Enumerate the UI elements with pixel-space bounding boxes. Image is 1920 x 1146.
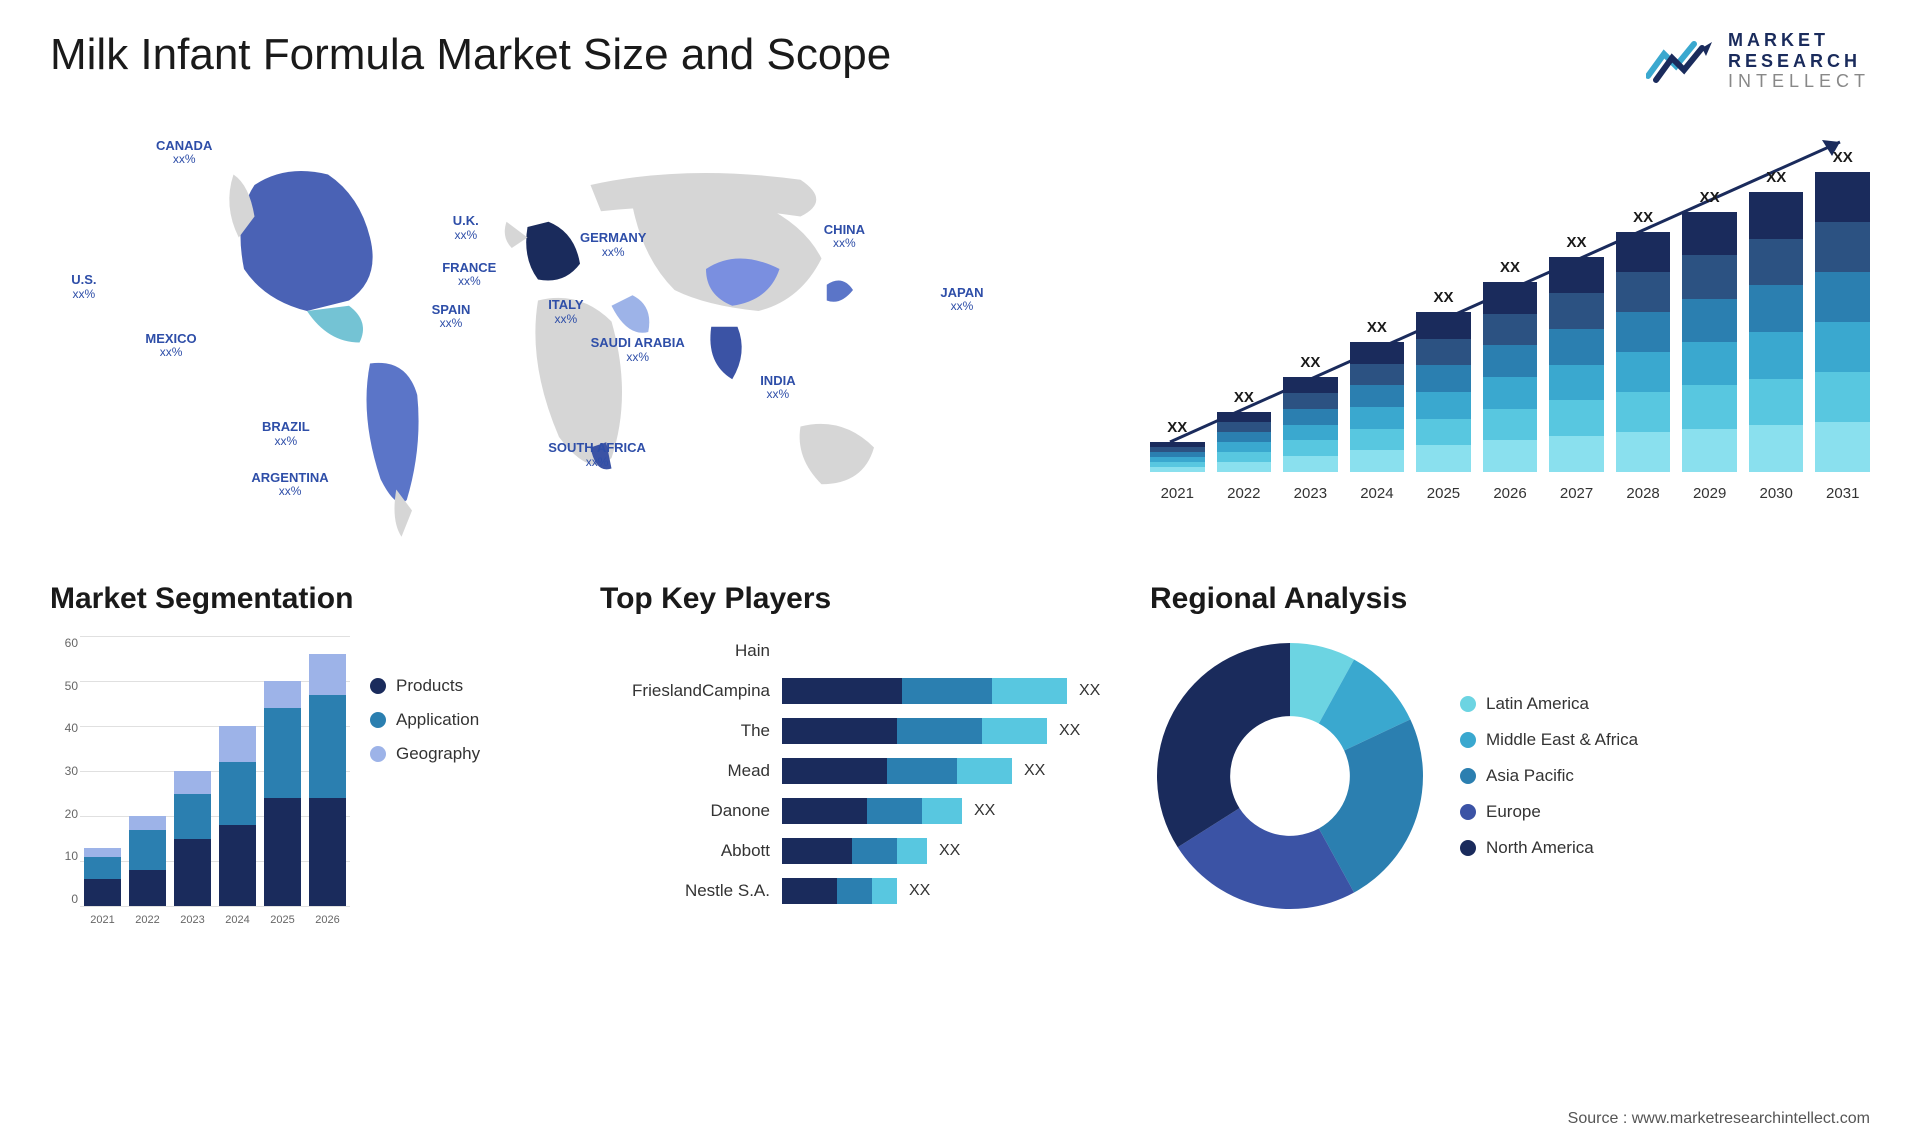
seg-year-label: 2026 — [309, 914, 346, 926]
logo-text-2: RESEARCH — [1728, 51, 1870, 72]
brand-logo: MARKET RESEARCH INTELLECT — [1646, 30, 1870, 92]
seg-year-label: 2022 — [129, 914, 166, 926]
donut-slice — [1157, 643, 1290, 847]
growth-bar: XX — [1749, 169, 1804, 472]
map-label: GERMANYxx% — [580, 231, 646, 258]
logo-text-3: INTELLECT — [1728, 71, 1870, 92]
player-row: Nestle S.A.XX — [600, 876, 1120, 906]
map-label: FRANCExx% — [442, 261, 496, 288]
world-map-icon — [50, 122, 1110, 542]
growth-year-label: 2027 — [1549, 485, 1604, 502]
growth-bar: XX — [1217, 389, 1272, 472]
player-row: Hain — [600, 636, 1120, 666]
players-chart: Hain FrieslandCampinaXX TheXX MeadXX DanoneX… — [600, 636, 1120, 906]
top-row: CANADAxx% U.S.xx% MEXICOxx% BRAZILxx% ARGENT… — [50, 122, 1870, 542]
map-label: INDIAxx% — [760, 374, 795, 401]
segmentation-chart: 0102030405060 202120222023202420252026 — [50, 636, 350, 926]
growth-year-label: 2029 — [1682, 485, 1737, 502]
map-label: U.S.xx% — [71, 273, 96, 300]
growth-year-label: 2023 — [1283, 485, 1338, 502]
players-panel: Top Key Players Hain FrieslandCampinaXX Th… — [600, 582, 1120, 962]
segmentation-bar — [309, 654, 346, 906]
logo-icon — [1646, 36, 1716, 86]
player-row: FrieslandCampinaXX — [600, 676, 1120, 706]
page-title: Milk Infant Formula Market Size and Scop… — [50, 30, 891, 80]
map-label: CHINAxx% — [824, 223, 865, 250]
map-label: SOUTH AFRICAxx% — [548, 441, 646, 468]
legend-item: Europe — [1460, 802, 1638, 822]
growth-year-label: 2024 — [1350, 485, 1405, 502]
regional-donut-chart — [1150, 636, 1430, 916]
map-label: MEXICOxx% — [145, 332, 196, 359]
map-label: SPAINxx% — [432, 303, 471, 330]
growth-chart-panel: XXXXXXXXXXXXXXXXXXXXXX 20212022202320242… — [1150, 122, 1870, 542]
bottom-row: Market Segmentation 0102030405060 202120… — [50, 582, 1870, 962]
logo-text-1: MARKET — [1728, 30, 1870, 51]
segmentation-bar — [129, 816, 166, 906]
header: Milk Infant Formula Market Size and Scop… — [50, 30, 1870, 92]
growth-bar: XX — [1350, 319, 1405, 472]
player-row: DanoneXX — [600, 796, 1120, 826]
legend-item: Products — [370, 676, 480, 696]
legend-item: Asia Pacific — [1460, 766, 1638, 786]
map-label: JAPANxx% — [940, 286, 983, 313]
player-row: TheXX — [600, 716, 1120, 746]
growth-bar: XX — [1616, 209, 1671, 472]
player-row: AbbottXX — [600, 836, 1120, 866]
legend-item: Geography — [370, 744, 480, 764]
legend-item: Application — [370, 710, 480, 730]
seg-year-label: 2021 — [84, 914, 121, 926]
regional-title: Regional Analysis — [1150, 582, 1870, 616]
legend-item: Middle East & Africa — [1460, 730, 1638, 750]
map-label: ARGENTINAxx% — [251, 471, 328, 498]
growth-year-label: 2031 — [1815, 485, 1870, 502]
seg-year-label: 2025 — [264, 914, 301, 926]
growth-year-label: 2030 — [1749, 485, 1804, 502]
players-title: Top Key Players — [600, 582, 1120, 616]
growth-year-label: 2028 — [1616, 485, 1671, 502]
regional-panel: Regional Analysis Latin America Middle Ea… — [1150, 582, 1870, 962]
growth-bar: XX — [1682, 189, 1737, 472]
growth-year-label: 2021 — [1150, 485, 1205, 502]
legend-item: North America — [1460, 838, 1638, 858]
segmentation-bar — [174, 771, 211, 906]
map-label: U.K.xx% — [453, 214, 479, 241]
growth-bar: XX — [1483, 259, 1538, 472]
map-label: CANADAxx% — [156, 139, 212, 166]
segmentation-bar — [84, 848, 121, 907]
growth-year-label: 2025 — [1416, 485, 1471, 502]
seg-year-label: 2024 — [219, 914, 256, 926]
source-label: Source : www.marketresearchintellect.com — [1568, 1110, 1870, 1128]
growth-bar: XX — [1416, 289, 1471, 472]
seg-year-label: 2023 — [174, 914, 211, 926]
growth-year-label: 2022 — [1217, 485, 1272, 502]
growth-bar: XX — [1283, 354, 1338, 472]
growth-year-label: 2026 — [1483, 485, 1538, 502]
world-map-panel: CANADAxx% U.S.xx% MEXICOxx% BRAZILxx% ARGENT… — [50, 122, 1110, 542]
map-label: SAUDI ARABIAxx% — [591, 336, 685, 363]
segmentation-bar — [219, 726, 256, 906]
regional-legend: Latin America Middle East & Africa Asia Pa… — [1460, 694, 1638, 858]
map-label: ITALYxx% — [548, 298, 583, 325]
player-row: MeadXX — [600, 756, 1120, 786]
segmentation-panel: Market Segmentation 0102030405060 202120… — [50, 582, 570, 962]
growth-bar: XX — [1815, 149, 1870, 472]
segmentation-title: Market Segmentation — [50, 582, 570, 616]
segmentation-bar — [264, 681, 301, 906]
map-label: BRAZILxx% — [262, 420, 310, 447]
growth-bar: XX — [1549, 234, 1604, 472]
segmentation-legend: Products Application Geography — [370, 636, 480, 926]
legend-item: Latin America — [1460, 694, 1638, 714]
growth-bar: XX — [1150, 419, 1205, 472]
